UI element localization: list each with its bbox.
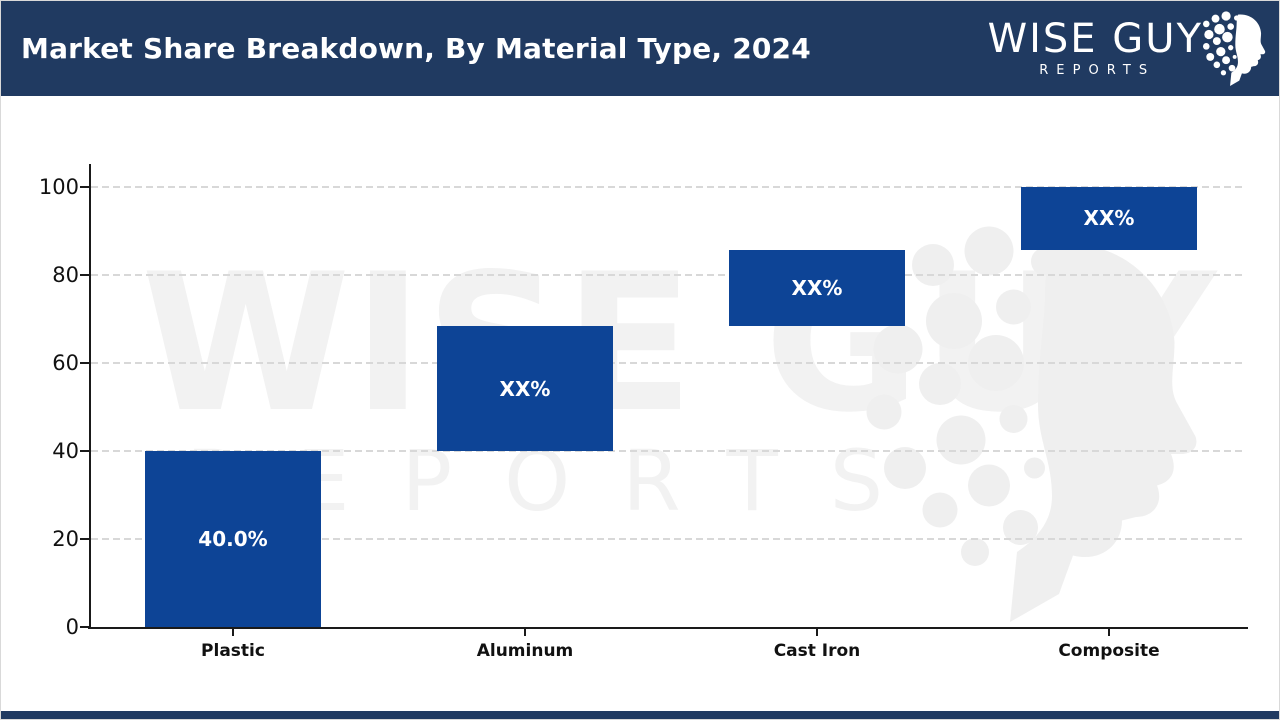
x-tick-label-aluminum: Aluminum: [476, 641, 574, 661]
bar-value-label-cast-iron: XX%: [791, 275, 843, 300]
y-tick-mark-0: [80, 626, 89, 628]
y-tick-mark-40: [80, 450, 89, 452]
bar-value-label-composite: XX%: [1083, 206, 1135, 231]
y-tick-label-40: 40: [52, 439, 79, 463]
y-tick-mark-80: [80, 274, 89, 276]
y-tick-mark-60: [80, 362, 89, 364]
bar-aluminum: XX%: [437, 326, 613, 451]
x-tick-label-plastic: Plastic: [201, 641, 265, 661]
x-tick-mark-cast-iron: [816, 629, 818, 636]
y-axis-line: [89, 164, 91, 629]
y-tick-label-80: 80: [52, 263, 79, 287]
header-bar: Market Share Breakdown, By Material Type…: [1, 1, 1279, 96]
x-tick-label-composite: Composite: [1058, 641, 1160, 661]
x-tick-mark-composite: [1108, 629, 1110, 636]
x-tick-label-cast-iron: Cast Iron: [773, 641, 861, 661]
bar-plastic: 40.0%: [145, 451, 321, 627]
gridline-20: [91, 538, 1246, 540]
y-tick-label-100: 100: [38, 175, 79, 199]
page-title: Market Share Breakdown, By Material Type…: [21, 32, 811, 65]
y-tick-label-60: 60: [52, 351, 79, 375]
x-tick-mark-plastic: [232, 629, 234, 636]
gridline-60: [91, 362, 1246, 364]
gridline-40: [91, 450, 1246, 452]
y-tick-mark-20: [80, 538, 89, 540]
gridline-80: [91, 274, 1246, 276]
x-axis-line: [88, 627, 1248, 629]
bar-value-label-aluminum: XX%: [499, 376, 551, 401]
logo-text: WISE GUY REPORTS: [988, 19, 1203, 78]
logo-wordmark: WISE GUY: [987, 16, 1203, 62]
bar-value-label-plastic: 40.0%: [198, 527, 268, 551]
gridline-100: [91, 186, 1246, 188]
watermark-wordmark: WISE GUY: [141, 233, 1218, 454]
footer-bar: [1, 711, 1279, 719]
wise-guy-logo: WISE GUY REPORTS: [988, 8, 1267, 90]
y-tick-label-0: 0: [65, 615, 79, 639]
y-tick-mark-100: [80, 186, 89, 188]
x-tick-mark-aluminum: [524, 629, 526, 636]
y-tick-label-20: 20: [52, 527, 79, 551]
bar-cast-iron: XX%: [729, 249, 905, 327]
bar-composite: XX%: [1021, 187, 1197, 250]
logo-subtext: REPORTS: [1039, 63, 1156, 78]
